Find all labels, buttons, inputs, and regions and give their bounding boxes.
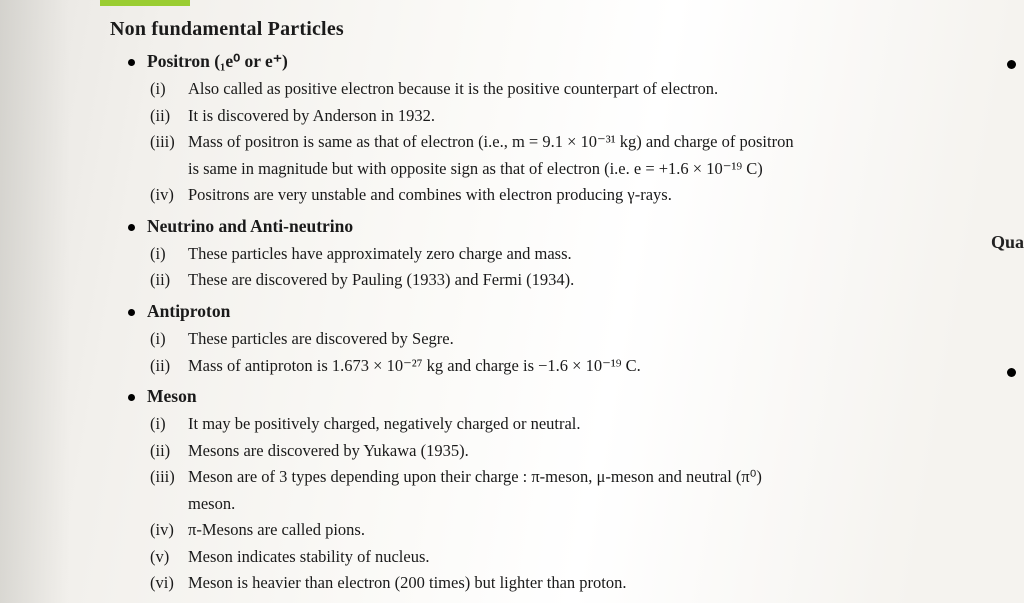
list-item: (ii)These are discovered by Pauling (193… bbox=[150, 267, 1004, 293]
item-text: Meson indicates stability of nucleus. bbox=[188, 544, 1004, 570]
item-number: (ii) bbox=[150, 267, 188, 293]
topic-title: Antiproton bbox=[147, 301, 230, 322]
bullet-icon bbox=[128, 224, 135, 231]
right-edge-bullet-2 bbox=[1007, 368, 1016, 377]
item-number: (ii) bbox=[150, 438, 188, 464]
item-number: (vi) bbox=[150, 570, 188, 596]
item-text: Mass of antiproton is 1.673 × 10⁻²⁷ kg a… bbox=[188, 353, 1004, 379]
topic-positron: Positron (₁e⁰ or e⁺) bbox=[110, 51, 1004, 72]
item-text: Meson is heavier than electron (200 time… bbox=[188, 570, 1004, 596]
topic-neutrino: Neutrino and Anti-neutrino bbox=[110, 216, 1004, 237]
item-number: (i) bbox=[150, 76, 188, 102]
item-text: These are discovered by Pauling (1933) a… bbox=[188, 267, 1004, 293]
item-text: is same in magnitude but with opposite s… bbox=[188, 156, 1004, 182]
page-content: Non fundamental Particles Positron (₁e⁰ … bbox=[0, 18, 1024, 603]
item-number: (ii) bbox=[150, 353, 188, 379]
item-text: Mesons are discovered by Yukawa (1935). bbox=[188, 438, 1004, 464]
topic-neutrino-items: (i)These particles have approximately ze… bbox=[150, 241, 1004, 293]
item-text: π-Mesons are called pions. bbox=[188, 517, 1004, 543]
bullet-icon bbox=[128, 394, 135, 401]
topic-title: Meson bbox=[147, 386, 197, 407]
item-number: (iv) bbox=[150, 517, 188, 543]
item-number: (i) bbox=[150, 326, 188, 352]
bullet-icon bbox=[128, 309, 135, 316]
highlighter-mark bbox=[100, 0, 190, 6]
list-item: (i)Also called as positive electron beca… bbox=[150, 76, 1004, 102]
item-number: (iii) bbox=[150, 129, 188, 155]
right-edge-text-qua: Qua bbox=[991, 232, 1024, 253]
list-item: (ii)Mesons are discovered by Yukawa (193… bbox=[150, 438, 1004, 464]
topic-title: Neutrino and Anti-neutrino bbox=[147, 216, 353, 237]
topic-positron-items: (i)Also called as positive electron beca… bbox=[150, 76, 1004, 208]
list-item: (iii)Mass of positron is same as that of… bbox=[150, 129, 1004, 155]
item-number: (i) bbox=[150, 411, 188, 437]
item-number: (i) bbox=[150, 241, 188, 267]
item-text: Positrons are very unstable and combines… bbox=[188, 182, 1004, 208]
list-item: (i)These particles are discovered by Seg… bbox=[150, 326, 1004, 352]
item-number: (ii) bbox=[150, 103, 188, 129]
bullet-icon bbox=[128, 59, 135, 66]
list-item-continuation: is same in magnitude but with opposite s… bbox=[150, 156, 1004, 182]
list-item: (ii)It is discovered by Anderson in 1932… bbox=[150, 103, 1004, 129]
list-item: (vi)Meson is heavier than electron (200 … bbox=[150, 570, 1004, 596]
list-item: (ii)Mass of antiproton is 1.673 × 10⁻²⁷ … bbox=[150, 353, 1004, 379]
list-item: (iii)Meson are of 3 types depending upon… bbox=[150, 464, 1004, 490]
item-number: (iv) bbox=[150, 182, 188, 208]
topic-title: Positron (₁e⁰ or e⁺) bbox=[147, 51, 288, 72]
list-item: (iv)Positrons are very unstable and comb… bbox=[150, 182, 1004, 208]
list-item: (i)It may be positively charged, negativ… bbox=[150, 411, 1004, 437]
item-text: Meson are of 3 types depending upon thei… bbox=[188, 464, 1004, 490]
item-text: Mass of positron is same as that of elec… bbox=[188, 129, 1004, 155]
topic-meson: Meson bbox=[110, 386, 1004, 407]
right-edge-bullet-1 bbox=[1007, 60, 1016, 69]
list-item: (iv)π-Mesons are called pions. bbox=[150, 517, 1004, 543]
item-text: It is discovered by Anderson in 1932. bbox=[188, 103, 1004, 129]
item-text: It may be positively charged, negatively… bbox=[188, 411, 1004, 437]
item-text: These particles are discovered by Segre. bbox=[188, 326, 1004, 352]
list-item: (v)Meson indicates stability of nucleus. bbox=[150, 544, 1004, 570]
item-text: meson. bbox=[188, 491, 1004, 517]
topic-antiproton-items: (i)These particles are discovered by Seg… bbox=[150, 326, 1004, 378]
list-item: (i)These particles have approximately ze… bbox=[150, 241, 1004, 267]
item-number: (iii) bbox=[150, 464, 188, 490]
item-text: These particles have approximately zero … bbox=[188, 241, 1004, 267]
topic-meson-items: (i)It may be positively charged, negativ… bbox=[150, 411, 1004, 596]
topic-antiproton: Antiproton bbox=[110, 301, 1004, 322]
item-text: Also called as positive electron because… bbox=[188, 76, 1004, 102]
list-item-continuation: meson. bbox=[150, 491, 1004, 517]
item-number: (v) bbox=[150, 544, 188, 570]
main-heading: Non fundamental Particles bbox=[110, 18, 1004, 41]
